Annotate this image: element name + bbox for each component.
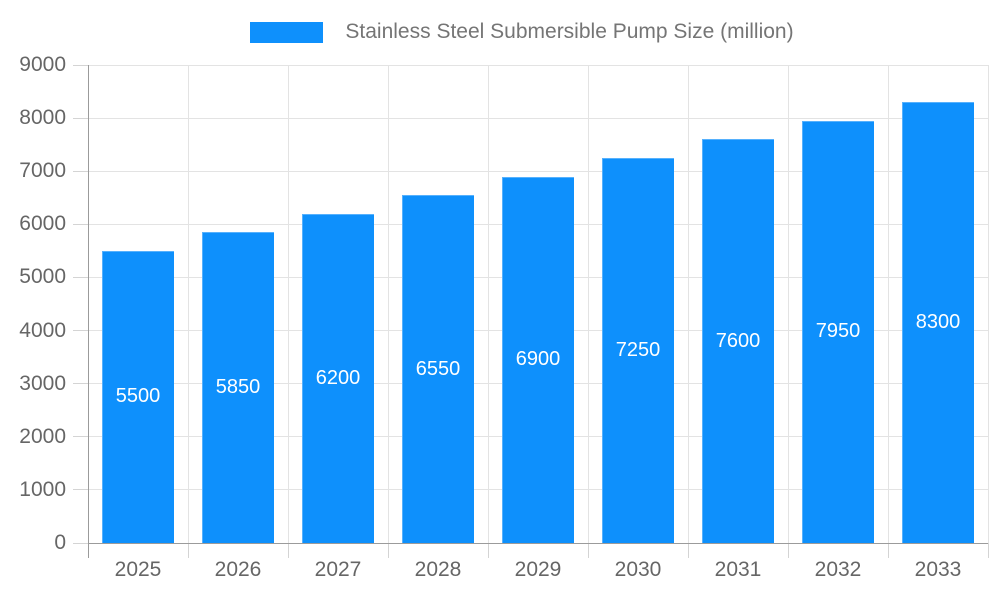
y-tick [73, 489, 88, 491]
bar-value-label: 7950 [815, 320, 861, 343]
x-axis-label: 2025 [114, 558, 162, 581]
y-tick [73, 330, 88, 332]
bar: 7250 [602, 157, 674, 543]
x-grid-line [587, 65, 589, 543]
y-grid-line [88, 64, 988, 66]
x-tick [187, 543, 189, 558]
legend-item[interactable]: Stainless Steel Submersible Pump Size (m… [206, 20, 794, 44]
y-axis-label: 3000 [19, 371, 66, 395]
bar-value-label: 6200 [315, 366, 361, 389]
x-grid-line [387, 65, 389, 543]
x-grid-line [487, 65, 489, 543]
bar-value-label: 6550 [415, 357, 461, 380]
legend-swatch-icon [250, 21, 324, 43]
y-axis-label: 4000 [19, 318, 66, 342]
y-axis-label: 8000 [19, 106, 66, 130]
x-grid-line [187, 65, 189, 543]
x-tick [287, 543, 289, 558]
x-axis-label: 2027 [314, 558, 362, 581]
y-axis-label: 5000 [19, 265, 66, 289]
y-tick [73, 117, 88, 119]
x-axis-label: 2028 [414, 558, 462, 581]
bar: 8300 [902, 102, 974, 543]
x-tick [887, 543, 889, 558]
y-grid-line [88, 170, 988, 172]
x-tick [987, 543, 989, 558]
bar: 6900 [502, 176, 574, 543]
bar: 6550 [402, 195, 474, 543]
bar: 7950 [802, 120, 874, 543]
x-axis-label: 2029 [514, 558, 562, 581]
y-grid-line [88, 117, 988, 119]
bar-value-label: 5850 [215, 376, 261, 399]
x-axis-line [88, 542, 988, 544]
bar: 5850 [202, 232, 274, 543]
y-tick [73, 64, 88, 66]
y-axis-line [87, 65, 89, 558]
y-axis-label: 0 [54, 531, 66, 554]
x-tick [787, 543, 789, 558]
bar-value-label: 6900 [515, 348, 561, 371]
x-axis-label: 2032 [814, 558, 862, 581]
x-axis-label: 2033 [914, 558, 962, 581]
x-grid-line [887, 65, 889, 543]
x-grid-line [787, 65, 789, 543]
bar-value-label: 8300 [915, 311, 961, 334]
x-tick [687, 543, 689, 558]
y-tick [73, 383, 88, 385]
x-axis-label: 2030 [614, 558, 662, 581]
y-tick [73, 170, 88, 172]
legend: Stainless Steel Submersible Pump Size (m… [0, 20, 1000, 44]
y-tick [73, 223, 88, 225]
x-axis-label: 2026 [214, 558, 262, 581]
y-axis-label: 2000 [19, 424, 66, 448]
bar: 5500 [102, 250, 174, 543]
y-tick [73, 436, 88, 438]
bar: 7600 [702, 139, 774, 543]
x-grid-line [687, 65, 689, 543]
y-axis-label: 9000 [19, 53, 66, 76]
y-axis-label: 7000 [19, 159, 66, 183]
x-grid-line [987, 65, 989, 543]
bar-value-label: 5500 [115, 385, 161, 408]
y-axis-label: 6000 [19, 212, 66, 236]
bar-value-label: 7250 [615, 338, 661, 361]
x-tick [387, 543, 389, 558]
y-axis-label: 1000 [19, 477, 66, 501]
bar-value-label: 7600 [715, 329, 761, 352]
x-grid-line [287, 65, 289, 543]
legend-label: Stainless Steel Submersible Pump Size (m… [345, 20, 794, 43]
x-axis-label: 2031 [714, 558, 762, 581]
bar: 6200 [302, 213, 374, 543]
x-tick [587, 543, 589, 558]
x-tick [487, 543, 489, 558]
y-tick [73, 276, 88, 278]
y-tick [73, 542, 88, 544]
